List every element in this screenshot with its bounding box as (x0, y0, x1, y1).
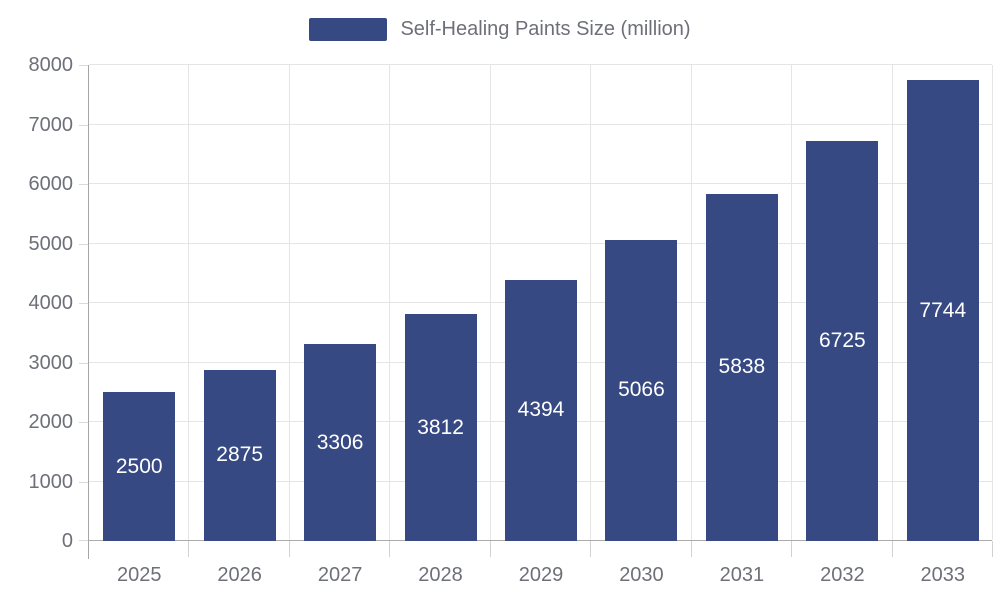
v-gridline (188, 65, 189, 540)
x-axis-tick (188, 541, 189, 557)
h-gridline (89, 242, 992, 244)
bar[interactable] (806, 140, 879, 541)
v-gridline (992, 65, 993, 540)
x-axis-tick (992, 541, 993, 557)
y-tick-label: 2000 (28, 411, 74, 433)
y-axis-tick (79, 422, 88, 423)
v-gridline (389, 65, 390, 540)
bar-value-label: 5066 (618, 378, 665, 402)
y-tick-label: 7000 (28, 113, 74, 136)
x-axis-tick (289, 541, 290, 557)
bar-value-label: 7744 (919, 298, 967, 322)
bar-value-label: 5838 (718, 355, 766, 379)
x-axis-tick (791, 541, 792, 557)
bar-value-label: 2875 (216, 443, 264, 467)
v-gridline (892, 65, 893, 540)
x-tick-label: 2032 (820, 564, 865, 586)
x-axis-tick (691, 541, 692, 557)
bar[interactable] (505, 279, 577, 541)
x-tick-label: 2026 (217, 564, 262, 586)
legend[interactable]: Self-Healing Paints Size (million) (0, 16, 1000, 42)
legend-label: Self-Healing Paints Size (million) (400, 18, 691, 40)
y-axis-tick (79, 65, 88, 66)
x-tick-label: 2030 (619, 564, 664, 586)
x-axis-tick (892, 541, 893, 557)
x-tick-label: 2027 (317, 564, 363, 586)
y-axis-tick (79, 481, 88, 483)
x-axis-tick (590, 541, 591, 557)
bar-value-label: 3812 (417, 415, 464, 439)
bar[interactable] (103, 392, 176, 541)
y-axis-tick (79, 303, 88, 304)
x-tick-label: 2028 (418, 564, 463, 586)
bar-value-label: 4394 (517, 398, 565, 422)
v-gridline (691, 65, 692, 540)
y-tick-label: 8000 (28, 54, 74, 76)
y-tick-label: 4000 (28, 292, 74, 314)
x-tick-label: 2031 (719, 564, 765, 586)
bar-value-label: 3306 (316, 430, 364, 454)
y-axis-tick (79, 124, 88, 126)
y-tick-label: 6000 (28, 173, 74, 195)
y-tick-label: 3000 (28, 351, 74, 374)
h-gridline (89, 123, 992, 125)
y-tick-label: 0 (61, 530, 73, 552)
x-tick-label: 2025 (116, 564, 162, 586)
legend-swatch (309, 17, 388, 41)
x-tick-label: 2033 (920, 564, 966, 586)
v-gridline (791, 65, 792, 540)
bar[interactable] (304, 344, 377, 541)
y-axis-tick (79, 184, 88, 185)
h-gridline (89, 64, 992, 65)
v-gridline (590, 65, 591, 540)
h-gridline (89, 183, 992, 184)
x-axis-tick (389, 541, 390, 557)
y-axis-tick (79, 540, 88, 541)
bar[interactable] (705, 193, 778, 541)
bar[interactable] (203, 369, 276, 541)
bar[interactable] (605, 239, 678, 541)
v-gridline (289, 65, 290, 540)
y-axis-tick (79, 243, 88, 245)
plot-area: 0 1000 2000 3000 4000 5000 6000 7000 8000 2500 202… (29, 54, 993, 586)
y-tick-label: 1000 (28, 470, 74, 493)
x-axis-tick (490, 541, 491, 557)
bar-value-label: 2500 (115, 454, 163, 478)
y-axis-tick-extension (88, 541, 89, 559)
y-tick-label: 5000 (28, 232, 74, 255)
bar[interactable] (404, 314, 477, 541)
y-axis-tick (79, 362, 88, 364)
bar[interactable] (906, 80, 979, 541)
x-tick-label: 2029 (518, 564, 564, 586)
bar-value-label: 6725 (818, 328, 866, 352)
v-gridline (490, 65, 491, 540)
